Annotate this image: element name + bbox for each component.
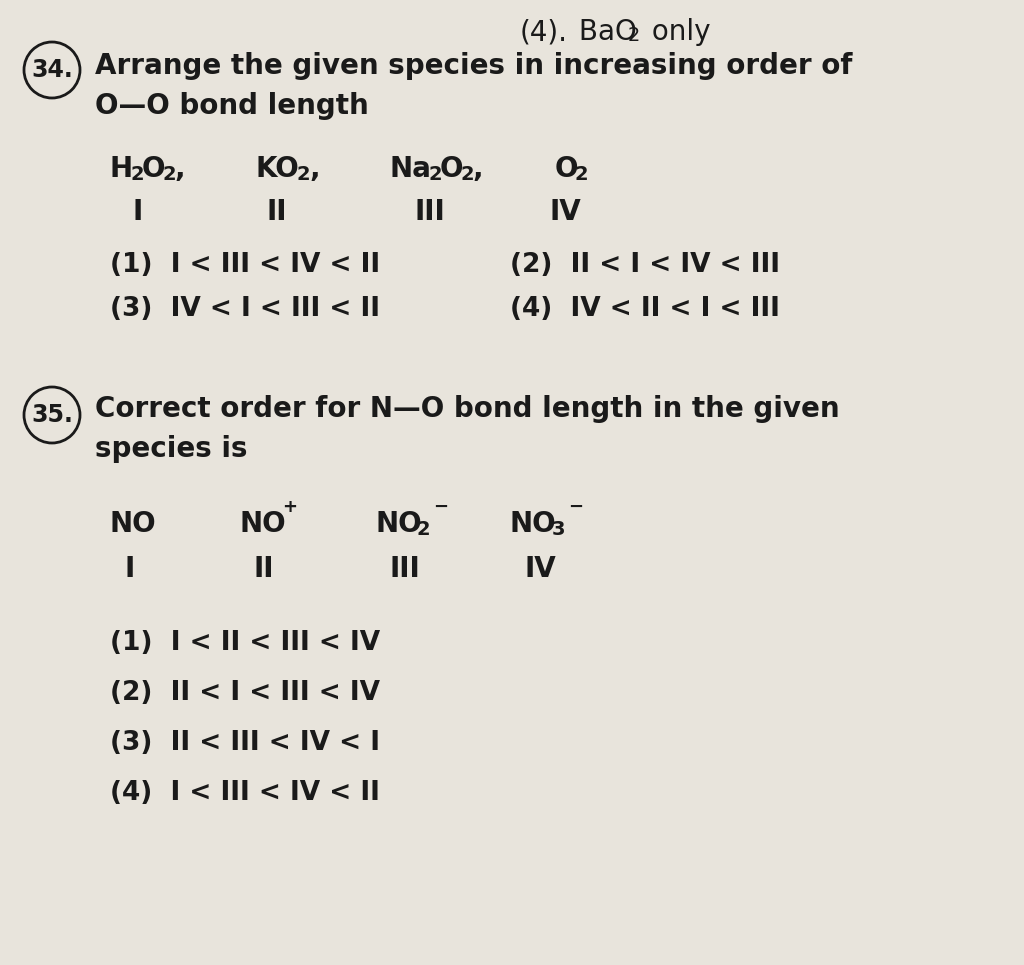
Text: I: I <box>125 555 135 583</box>
Text: KO: KO <box>255 155 299 183</box>
Text: 2: 2 <box>428 165 441 184</box>
Text: O: O <box>440 155 464 183</box>
Text: (1)  I < III < IV < II: (1) I < III < IV < II <box>110 252 380 278</box>
Text: 3: 3 <box>552 520 565 539</box>
Text: II: II <box>266 198 288 226</box>
Text: (1)  I < II < III < IV: (1) I < II < III < IV <box>110 630 380 656</box>
Text: 2: 2 <box>417 520 431 539</box>
Text: ,: , <box>472 155 482 183</box>
Text: (2)  II < I < III < IV: (2) II < I < III < IV <box>110 680 380 706</box>
Text: −: − <box>568 498 583 516</box>
Text: II: II <box>254 555 274 583</box>
Text: 2: 2 <box>297 165 310 184</box>
Text: III: III <box>415 198 445 226</box>
Text: 2: 2 <box>460 165 474 184</box>
Text: (3)  IV < I < III < II: (3) IV < I < III < II <box>110 296 380 322</box>
Text: (4)  IV < II < I < III: (4) IV < II < I < III <box>510 296 780 322</box>
Text: O: O <box>142 155 166 183</box>
Text: I: I <box>133 198 143 226</box>
Text: Na: Na <box>390 155 432 183</box>
Text: (4).: (4). <box>520 18 568 46</box>
Text: 34.: 34. <box>31 58 73 82</box>
Text: +: + <box>282 498 297 516</box>
Text: species is: species is <box>95 435 248 463</box>
Text: (4)  I < III < IV < II: (4) I < III < IV < II <box>110 780 380 806</box>
Text: BaO: BaO <box>570 18 637 46</box>
Text: −: − <box>433 498 449 516</box>
Text: IV: IV <box>524 555 556 583</box>
Text: 2: 2 <box>130 165 143 184</box>
Text: 2: 2 <box>628 26 640 45</box>
Text: 35.: 35. <box>31 403 73 427</box>
Text: ,: , <box>309 155 319 183</box>
Text: H: H <box>110 155 133 183</box>
Text: NO: NO <box>375 510 422 538</box>
Text: O: O <box>555 155 579 183</box>
Text: (3)  II < III < IV < I: (3) II < III < IV < I <box>110 730 380 756</box>
Text: Correct order for N—O bond length in the given: Correct order for N—O bond length in the… <box>95 395 840 423</box>
Text: NO: NO <box>240 510 287 538</box>
Text: 2: 2 <box>575 165 589 184</box>
Text: NO: NO <box>510 510 557 538</box>
Text: (2)  II < I < IV < III: (2) II < I < IV < III <box>510 252 780 278</box>
Text: ,: , <box>174 155 184 183</box>
Text: Arrange the given species in increasing order of: Arrange the given species in increasing … <box>95 52 853 80</box>
Text: 2: 2 <box>162 165 176 184</box>
Text: O—O bond length: O—O bond length <box>95 92 369 120</box>
Text: IV: IV <box>549 198 581 226</box>
Text: only: only <box>643 18 711 46</box>
Text: III: III <box>389 555 421 583</box>
Text: NO: NO <box>110 510 157 538</box>
